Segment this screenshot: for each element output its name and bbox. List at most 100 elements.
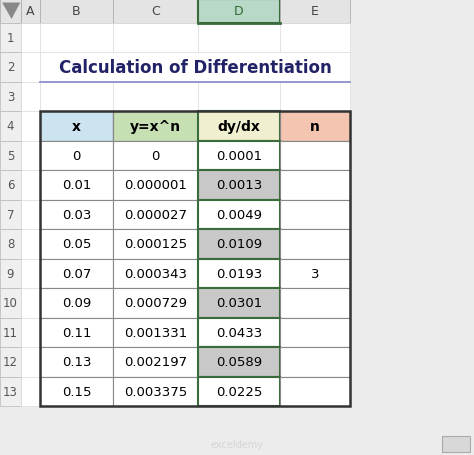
Bar (198, 141, 280, 171)
Bar (113, 112, 198, 141)
Bar (198, 377, 280, 406)
Bar (113, 347, 198, 377)
Bar (280, 0, 350, 24)
Bar (40, 259, 113, 288)
Bar (280, 200, 350, 229)
Text: y=x^n: y=x^n (130, 120, 181, 133)
Text: 0: 0 (151, 149, 160, 162)
Bar (198, 82, 280, 112)
Bar (0, 229, 21, 259)
Text: 3: 3 (7, 91, 14, 104)
Text: 0.000343: 0.000343 (124, 267, 187, 280)
Bar (0, 112, 21, 141)
Bar (280, 377, 350, 406)
Bar (40, 229, 113, 259)
Bar (0, 141, 21, 171)
Text: D: D (234, 5, 244, 18)
Bar (113, 259, 198, 288)
Bar (21, 377, 40, 406)
Bar (40, 200, 113, 229)
Bar (198, 377, 280, 406)
Bar (40, 171, 113, 200)
Text: dy/dx: dy/dx (218, 120, 260, 133)
Bar (21, 24, 40, 53)
Bar (0, 200, 21, 229)
Bar (40, 259, 113, 288)
Text: 12: 12 (3, 355, 18, 369)
Bar (280, 141, 350, 171)
Bar (113, 229, 198, 259)
Text: 6: 6 (7, 179, 14, 192)
Text: C: C (151, 5, 160, 18)
Text: 0.13: 0.13 (62, 355, 91, 369)
Text: 0.03: 0.03 (62, 208, 91, 221)
Text: A: A (26, 5, 35, 18)
Text: 1: 1 (7, 32, 14, 45)
Bar (40, 82, 113, 112)
Bar (113, 288, 198, 318)
Text: n: n (310, 120, 320, 133)
Bar (21, 53, 40, 82)
Bar (113, 24, 198, 53)
Bar (113, 318, 198, 347)
Bar (40, 318, 113, 347)
Bar (113, 82, 198, 112)
Bar (198, 288, 280, 318)
Text: 0.05: 0.05 (62, 238, 91, 251)
Text: 0.11: 0.11 (62, 326, 91, 339)
Bar (442, 436, 470, 452)
Text: Calculation of Differentiation: Calculation of Differentiation (59, 59, 331, 76)
Bar (113, 0, 198, 24)
Bar (198, 200, 280, 229)
Text: 0.0589: 0.0589 (216, 355, 262, 369)
Text: 10: 10 (3, 297, 18, 309)
Bar (280, 82, 350, 112)
Text: 0.002197: 0.002197 (124, 355, 187, 369)
Bar (40, 112, 350, 406)
Bar (280, 259, 350, 288)
Bar (280, 288, 350, 318)
Bar (0, 347, 21, 377)
Bar (280, 288, 350, 318)
Bar (198, 288, 280, 318)
Text: 0.001331: 0.001331 (124, 326, 187, 339)
Text: 0.0225: 0.0225 (216, 385, 262, 398)
Bar (198, 347, 280, 377)
Bar (198, 259, 280, 288)
Bar (21, 229, 40, 259)
Bar (113, 53, 198, 82)
Bar (21, 82, 40, 112)
Text: 0.0193: 0.0193 (216, 267, 262, 280)
Bar (21, 141, 40, 171)
Bar (198, 318, 280, 347)
Text: 5: 5 (7, 149, 14, 162)
Text: 0.15: 0.15 (62, 385, 91, 398)
Text: 0.09: 0.09 (62, 297, 91, 309)
Bar (21, 171, 40, 200)
Text: 4: 4 (7, 120, 14, 133)
Bar (280, 318, 350, 347)
Text: 9: 9 (7, 267, 14, 280)
Text: 0.0433: 0.0433 (216, 326, 262, 339)
Bar (0, 318, 21, 347)
Bar (113, 229, 198, 259)
Bar (40, 171, 113, 200)
Bar (113, 377, 198, 406)
Text: 0.0109: 0.0109 (216, 238, 262, 251)
Bar (0, 288, 21, 318)
Text: 0.01: 0.01 (62, 179, 91, 192)
Bar (21, 0, 40, 24)
Bar (113, 200, 198, 229)
Bar (40, 141, 113, 171)
Bar (198, 229, 280, 259)
Text: 0.0301: 0.0301 (216, 297, 262, 309)
Text: exceldemy: exceldemy (210, 439, 264, 449)
Bar (113, 171, 198, 200)
Text: x: x (72, 120, 81, 133)
Bar (113, 288, 198, 318)
Bar (113, 141, 198, 171)
Bar (40, 53, 350, 82)
Bar (280, 171, 350, 200)
Bar (280, 347, 350, 377)
Bar (21, 288, 40, 318)
